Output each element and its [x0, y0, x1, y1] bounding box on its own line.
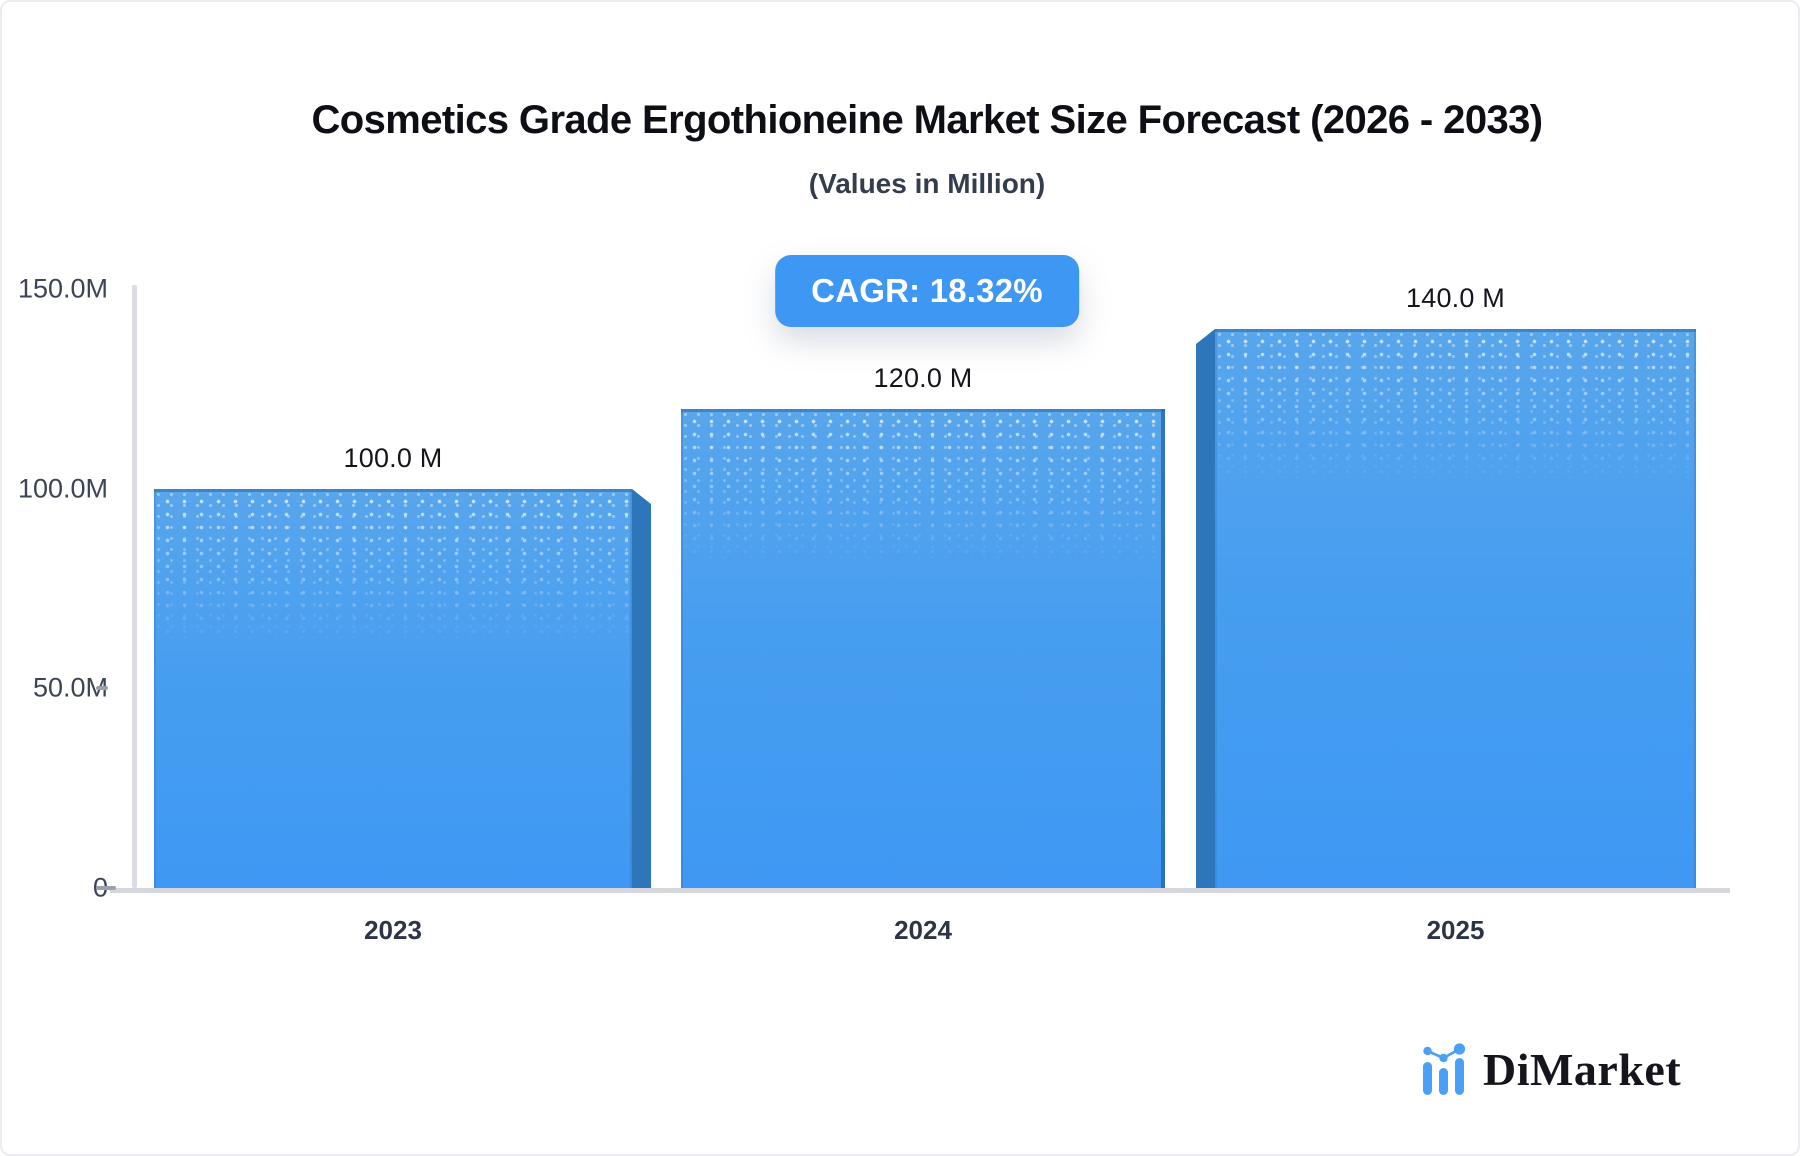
y-tick-mark: [96, 686, 108, 691]
chart-title: Cosmetics Grade Ergothioneine Market Siz…: [311, 98, 1544, 142]
bar-side-3d: [1196, 329, 1215, 888]
logo-wordmark: DiMarket: [1483, 1044, 1682, 1095]
bar-texture: [1218, 333, 1693, 488]
cagr-badge: CAGR: 18.32%: [775, 255, 1079, 327]
dimarket-logo: DiMarket: [1422, 1042, 1681, 1098]
y-axis-tick-label: 100.0M: [17, 473, 108, 504]
x-axis-label-2024: 2024: [894, 915, 952, 945]
x-axis-label-2025: 2025: [1426, 915, 1485, 945]
bar-2023[interactable]: [154, 489, 632, 888]
y-axis-tick-label: 50.0M: [32, 672, 108, 703]
bar-side-3d: [632, 489, 651, 888]
x-axis-line: [110, 888, 1730, 893]
bar-2024[interactable]: [681, 409, 1165, 888]
bar-value-label: 100.0 M: [343, 443, 443, 473]
bar-2025[interactable]: [1215, 329, 1696, 888]
bar-value-label: 140.0 M: [1406, 283, 1505, 313]
y-tick-mark: [96, 886, 116, 890]
y-axis-tick-label: 150.0M: [17, 273, 108, 304]
bar-texture: [157, 493, 629, 648]
bar-texture: [684, 413, 1162, 568]
bar-value-label: 120.0 M: [873, 363, 973, 393]
y-axis-line: [132, 285, 137, 888]
bar-line-chart-icon: [1423, 1043, 1466, 1095]
y-axis-tick-label: 0: [2, 873, 108, 904]
x-axis-label-2023: 2023: [364, 915, 422, 945]
chart-subtitle: (Values in Million): [808, 168, 1046, 199]
